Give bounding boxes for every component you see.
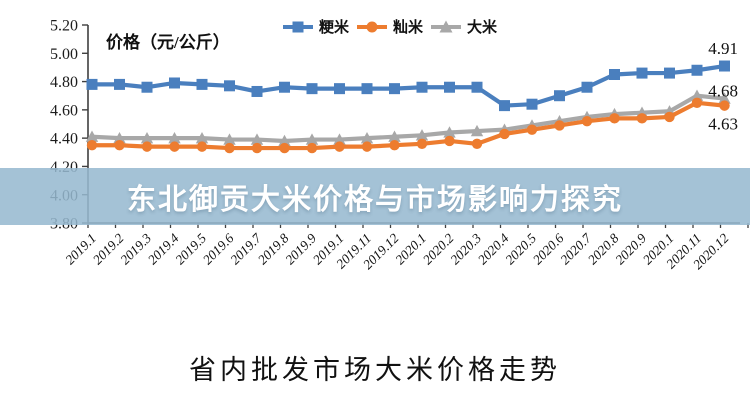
data-point-籼米 <box>361 141 373 152</box>
data-point-籼米 <box>389 140 400 151</box>
data-point-籼米 <box>251 142 263 154</box>
data-point-籼米 <box>114 140 125 151</box>
data-point-粳米 <box>636 67 648 79</box>
data-point-粳米 <box>389 83 400 95</box>
data-point-粳米 <box>664 67 675 79</box>
data-point-籼米 <box>664 111 675 123</box>
legend-label: 籼米 <box>393 18 424 36</box>
legend-label: 粳米 <box>319 18 350 36</box>
legend-marker-triangle <box>439 20 453 33</box>
data-point-籼米 <box>416 138 428 149</box>
data-point-大米 <box>195 131 209 144</box>
data-point-大米 <box>690 89 704 101</box>
data-point-籼米 <box>554 120 565 131</box>
data-point-粳米 <box>224 80 235 92</box>
data-point-籼米 <box>444 135 455 147</box>
data-point-粳米 <box>279 81 290 93</box>
data-point-粳米 <box>581 81 593 93</box>
data-point-籼米 <box>141 141 153 152</box>
data-point-粳米 <box>444 81 455 93</box>
data-point-粳米 <box>499 100 510 112</box>
data-point-大米 <box>140 131 154 144</box>
data-point-籼米 <box>636 113 648 124</box>
data-point-籼米 <box>224 142 235 154</box>
data-point-粳米 <box>114 78 125 90</box>
data-point-大米 <box>360 131 374 144</box>
y-axis-title: 价格（元/公斤） <box>106 32 230 52</box>
chart-caption: 省内批发市场大米价格走势 <box>189 355 561 385</box>
data-point-大米 <box>415 129 429 141</box>
data-point-大米 <box>85 130 99 142</box>
y-tick-label: 4.60 <box>50 102 78 119</box>
data-point-粳米 <box>334 83 345 95</box>
y-tick-label: 4.40 <box>50 131 78 148</box>
data-point-粳米 <box>251 85 263 97</box>
data-point-大米 <box>443 126 456 138</box>
data-point-大米 <box>388 130 401 142</box>
data-point-籼米 <box>196 141 208 152</box>
data-point-粳米 <box>691 64 703 76</box>
data-point-大米 <box>333 133 346 145</box>
series-end-label-籼米: 4.63 <box>708 115 738 134</box>
legend-marker-circle <box>366 21 378 33</box>
data-point-籼米 <box>169 141 180 152</box>
data-point-籼米 <box>719 100 730 111</box>
data-point-粳米 <box>306 83 318 95</box>
series-line-籼米 <box>92 100 725 151</box>
data-point-粳米 <box>361 83 373 95</box>
series-end-label-粳米: 4.91 <box>708 39 738 58</box>
overlay-banner: 东北御贡大米价格与市场影响力探究 <box>0 168 750 225</box>
data-point-籼米 <box>581 115 593 127</box>
data-point-大米 <box>305 133 319 145</box>
data-point-粳米 <box>609 69 620 80</box>
y-tick-label: 5.20 <box>50 18 78 35</box>
price-line-chart: 5.205.004.804.604.404.204.003.802019.120… <box>50 18 749 272</box>
data-point-粳米 <box>169 77 180 89</box>
data-point-大米 <box>250 133 264 145</box>
y-tick-label: 4.80 <box>50 74 78 91</box>
data-point-籼米 <box>86 140 98 151</box>
data-point-大米 <box>113 131 126 144</box>
data-point-籼米 <box>526 124 538 135</box>
data-point-大米 <box>470 124 484 137</box>
data-point-粳米 <box>719 60 730 72</box>
y-tick-label: 5.00 <box>50 46 78 63</box>
data-point-大米 <box>223 133 236 145</box>
series-line-大米 <box>91 93 725 144</box>
data-point-籼米 <box>499 128 510 140</box>
data-point-籼米 <box>609 113 620 124</box>
data-point-大米 <box>168 131 181 144</box>
data-point-籼米 <box>334 141 345 152</box>
data-point-籼米 <box>306 142 318 154</box>
data-point-粳米 <box>471 81 483 93</box>
data-point-粳米 <box>86 78 98 90</box>
data-point-粳米 <box>554 90 565 102</box>
data-point-粳米 <box>416 81 428 93</box>
data-point-籼米 <box>279 142 290 154</box>
overlay-title: 东北御贡大米价格与市场影响力探究 <box>126 183 623 216</box>
series-line-粳米 <box>92 63 725 108</box>
legend-label: 大米 <box>467 18 498 36</box>
data-point-粳米 <box>526 98 538 110</box>
data-point-粳米 <box>196 78 208 90</box>
data-point-大米 <box>278 134 291 147</box>
data-point-大米 <box>718 92 731 104</box>
legend-marker-square <box>292 21 304 33</box>
data-point-籼米 <box>471 138 483 149</box>
series-end-label-大米: 4.68 <box>708 82 738 101</box>
data-point-粳米 <box>141 81 153 93</box>
data-point-籼米 <box>691 97 703 108</box>
